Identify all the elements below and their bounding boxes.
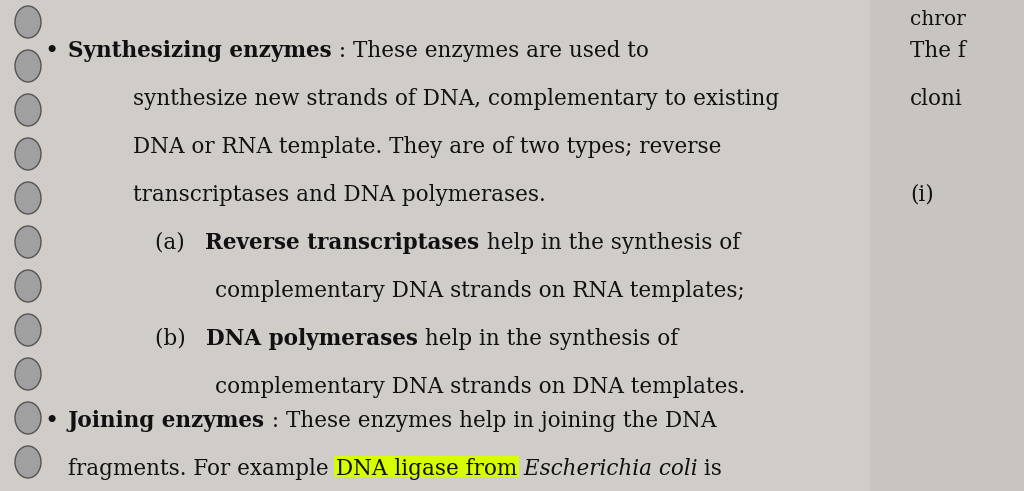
Ellipse shape xyxy=(15,6,41,38)
Ellipse shape xyxy=(15,270,41,302)
Ellipse shape xyxy=(15,402,41,434)
Text: •: • xyxy=(45,410,59,433)
Text: fragments. For example: fragments. For example xyxy=(68,458,336,480)
Ellipse shape xyxy=(15,50,41,82)
Text: help in the synthesis of: help in the synthesis of xyxy=(418,328,679,350)
Text: : These enzymes are used to: : These enzymes are used to xyxy=(332,40,648,62)
Text: (b): (b) xyxy=(155,328,207,350)
Text: (i): (i) xyxy=(910,184,934,206)
Text: Escherichia coli: Escherichia coli xyxy=(517,458,697,480)
Text: DNA or RNA template. They are of two types; reverse: DNA or RNA template. They are of two typ… xyxy=(133,136,721,158)
Text: Joining enzymes: Joining enzymes xyxy=(68,410,265,432)
Text: synthesize new strands of DNA, complementary to existing: synthesize new strands of DNA, complemen… xyxy=(133,88,779,110)
Ellipse shape xyxy=(15,182,41,214)
Ellipse shape xyxy=(15,314,41,346)
Bar xyxy=(334,456,519,477)
Ellipse shape xyxy=(15,446,41,478)
Text: cloni: cloni xyxy=(910,88,963,110)
Text: Synthesizing enzymes: Synthesizing enzymes xyxy=(68,40,332,62)
Text: (a): (a) xyxy=(155,232,206,254)
Ellipse shape xyxy=(15,358,41,390)
Text: is: is xyxy=(697,458,722,480)
Bar xyxy=(870,0,1024,491)
Text: : These enzymes help in joining the DNA: : These enzymes help in joining the DNA xyxy=(265,410,717,432)
Ellipse shape xyxy=(15,94,41,126)
Ellipse shape xyxy=(15,138,41,170)
Text: complementary DNA strands on RNA templates;: complementary DNA strands on RNA templat… xyxy=(215,280,744,302)
Text: complementary DNA strands on DNA templates.: complementary DNA strands on DNA templat… xyxy=(215,376,745,398)
Text: Reverse transcriptases: Reverse transcriptases xyxy=(206,232,479,254)
Text: DNA polymerases: DNA polymerases xyxy=(207,328,418,350)
Text: The f: The f xyxy=(910,40,966,62)
Text: transcriptases and DNA polymerases.: transcriptases and DNA polymerases. xyxy=(133,184,546,206)
Ellipse shape xyxy=(15,226,41,258)
Text: •: • xyxy=(45,40,59,63)
Text: help in the synthesis of: help in the synthesis of xyxy=(479,232,739,254)
Text: chror: chror xyxy=(910,10,966,29)
Text: DNA ligase from: DNA ligase from xyxy=(336,458,517,480)
